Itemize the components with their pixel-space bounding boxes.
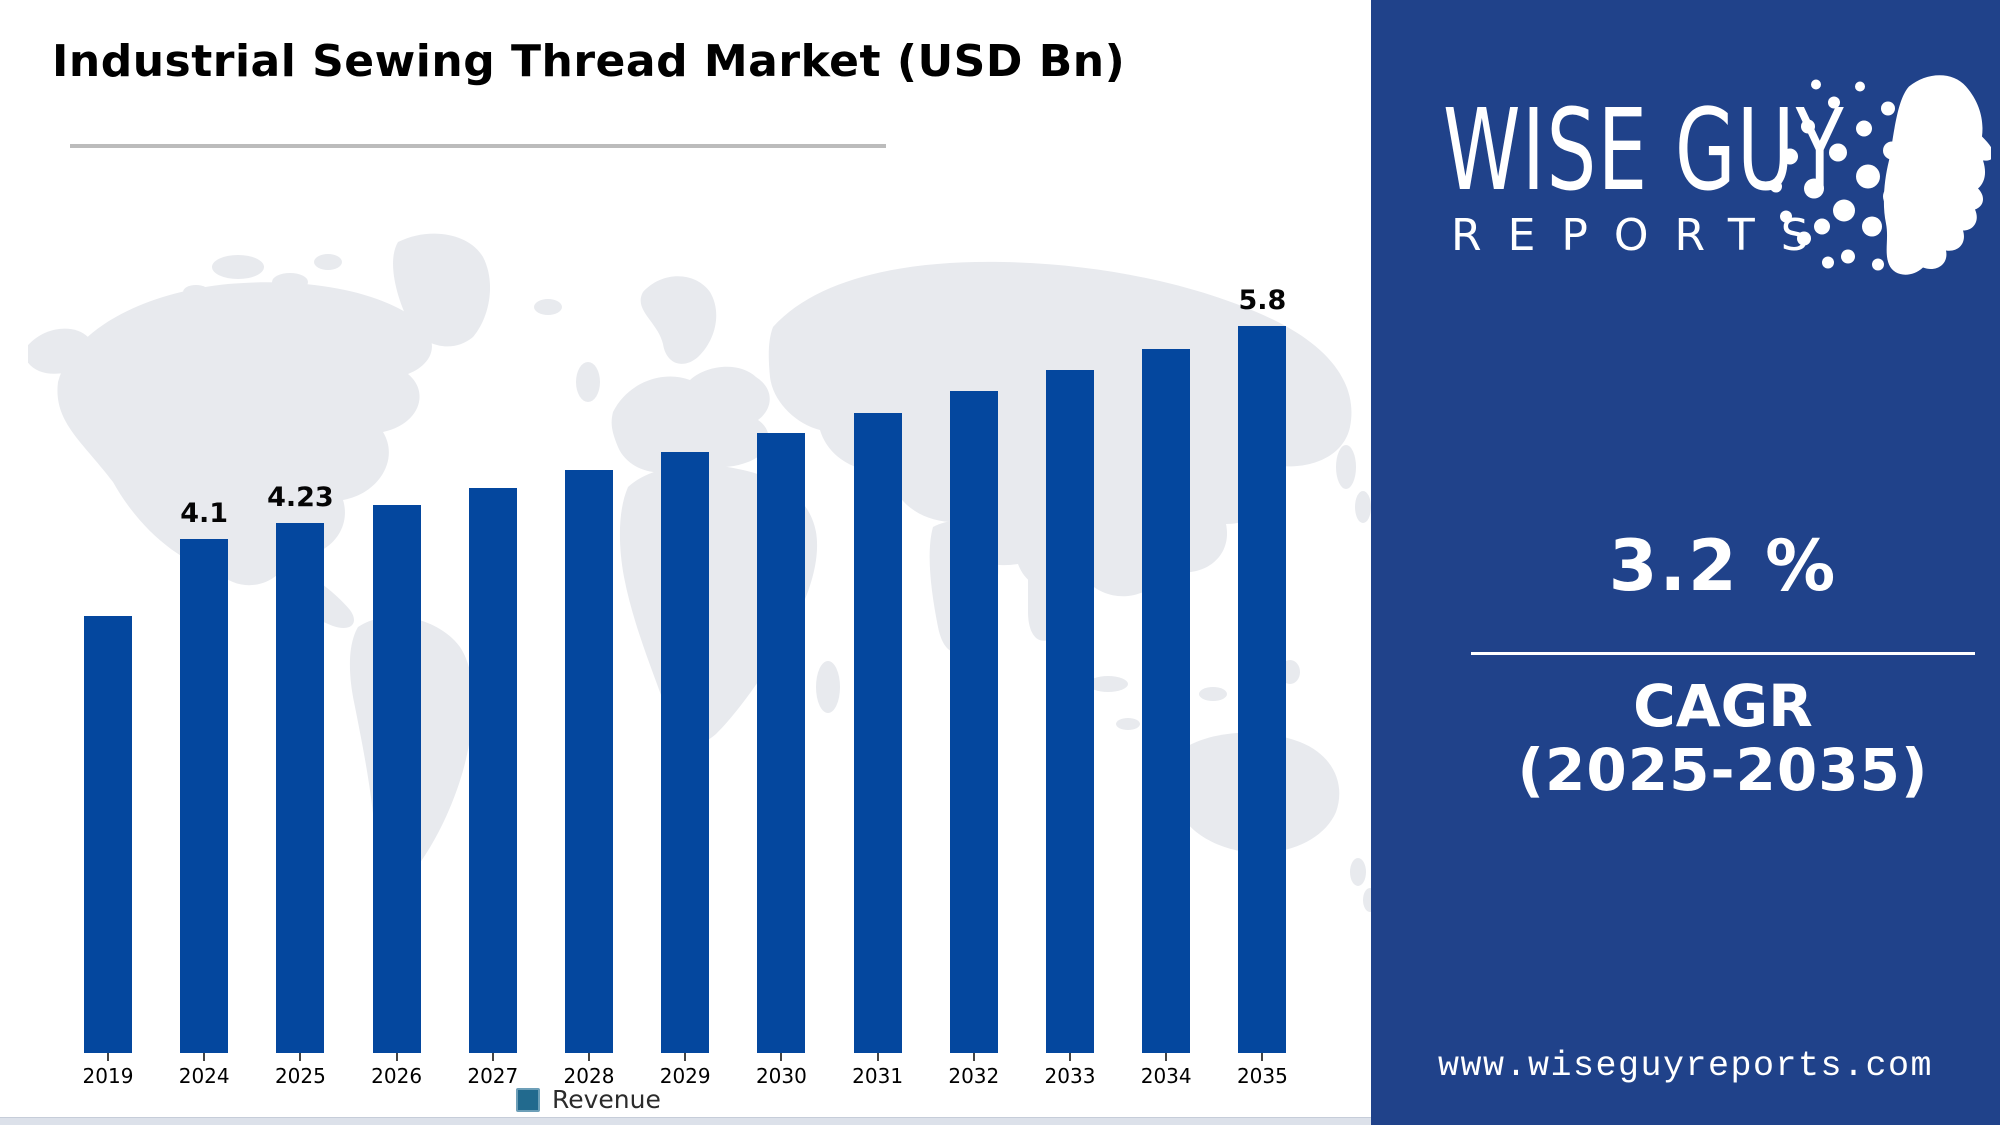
map-scandinavia [640, 276, 717, 364]
cagr-period: (2025-2035) [1517, 736, 1929, 804]
x-tick-label-2031: 2031 [852, 1064, 904, 1088]
x-axis-tick [299, 1053, 302, 1061]
bar-2033 [1046, 370, 1094, 1053]
chart-area: Industrial Sewing Thread Market (USD Bn) [0, 36, 1377, 1125]
x-tick-label-2029: 2029 [659, 1064, 711, 1088]
footer-strip [0, 1117, 1371, 1125]
logo-subtext: REPORTS [1451, 210, 1835, 261]
bar-2032 [949, 391, 998, 1053]
bar-2035 [1238, 326, 1287, 1053]
x-axis-tick [107, 1053, 109, 1061]
bar-2028 [565, 470, 613, 1053]
legend-item[interactable]: Revenue [516, 1085, 661, 1114]
bar-2030 [757, 433, 806, 1053]
cagr-block: 3.2 % CAGR (2025-2035) [1471, 0, 1975, 1125]
x-axis-tick [1165, 1053, 1168, 1061]
bar-2029 [661, 452, 710, 1053]
map-greenland [393, 233, 491, 347]
x-axis-tick [203, 1053, 206, 1061]
x-tick-label-2033: 2033 [1044, 1064, 1096, 1088]
x-axis-tick [395, 1053, 398, 1061]
bar-2026 [372, 505, 421, 1053]
x-tick-label-2025: 2025 [274, 1064, 326, 1088]
bar-2024 [180, 539, 229, 1053]
bar-2027 [468, 488, 517, 1053]
legend-label: Revenue [552, 1085, 661, 1114]
x-axis-tick [780, 1053, 783, 1061]
logo-face-icon [1770, 75, 1991, 275]
x-axis-tick [491, 1053, 494, 1061]
x-axis-tick [1261, 1053, 1264, 1061]
bar-value-label-2024: 4.1 [180, 498, 229, 529]
bar-2019 [84, 616, 132, 1053]
x-tick-label-2027: 2027 [467, 1064, 519, 1088]
x-tick-label-2019: 2019 [82, 1064, 134, 1088]
cagr-label: CAGR [1633, 672, 1813, 740]
cagr-divider [1471, 652, 1975, 655]
website-url: www.wiseguyreports.com [1437, 1046, 1934, 1086]
bar-value-label-2025: 4.23 [267, 482, 334, 513]
x-axis-tick [876, 1053, 879, 1061]
bar-2025 [276, 523, 325, 1053]
x-tick-label-2035: 2035 [1236, 1064, 1288, 1088]
chart-title: Industrial Sewing Thread Market (USD Bn) [52, 36, 1126, 87]
map-north-america [57, 282, 432, 586]
map-alaska [28, 328, 92, 374]
title-underline [70, 144, 886, 148]
map-europe [611, 366, 770, 473]
x-axis-tick [588, 1053, 590, 1061]
x-axis-tick [684, 1053, 687, 1061]
x-tick-label-2024: 2024 [178, 1064, 230, 1088]
x-tick-label-2034: 2034 [1140, 1064, 1192, 1088]
x-axis-tick [972, 1053, 975, 1061]
logo-wordmark: WISE GUY [1443, 86, 1846, 216]
bar-2034 [1142, 349, 1191, 1053]
x-tick-label-2028: 2028 [563, 1064, 615, 1088]
x-tick-label-2026: 2026 [371, 1064, 423, 1088]
x-tick-label-2032: 2032 [948, 1064, 1000, 1088]
bar-value-label-2035: 5.8 [1238, 285, 1287, 316]
legend-swatch [516, 1087, 540, 1112]
cagr-value: 3.2 % [1608, 525, 1838, 607]
brand-panel: WISE GUY REPORTS 3.2 % CAGR (2025-2035) … [1371, 0, 2000, 1125]
bar-2031 [853, 413, 902, 1053]
x-axis-tick [1069, 1053, 1071, 1061]
x-tick-label-2030: 2030 [755, 1064, 807, 1088]
bar-series: 2019 2024 4.1 2025 4.23 2026 2027 2028 2029 2030 2… [82, 285, 1288, 1088]
